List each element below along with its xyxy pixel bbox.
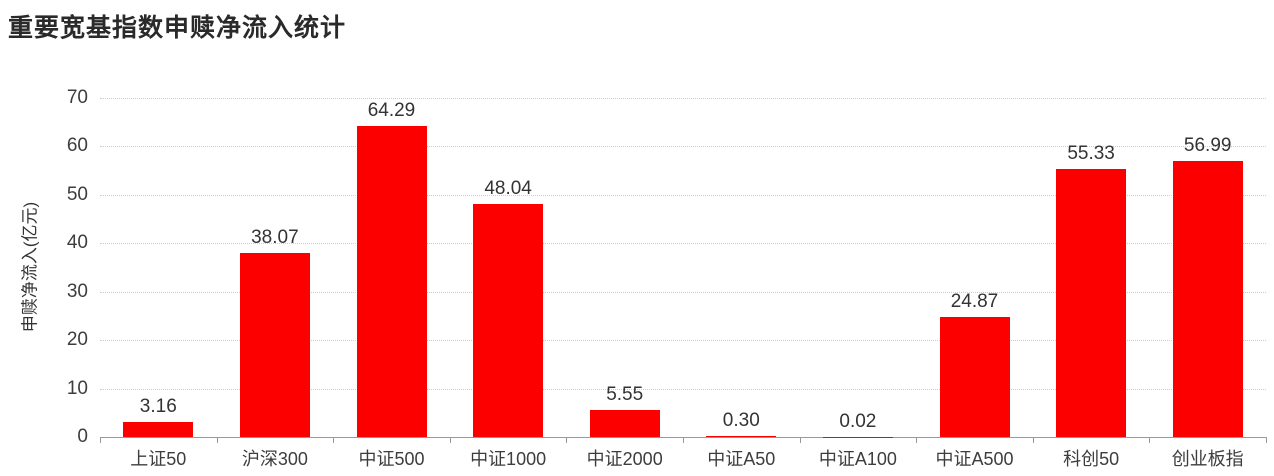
bar[interactable] (1172, 161, 1243, 437)
bar-value-label: 0.30 (722, 409, 760, 431)
x-category-label: 中证500 (358, 449, 425, 469)
x-category-label: 中证1000 (470, 449, 547, 469)
x-tick-mark (916, 437, 918, 443)
x-category-label: 上证50 (130, 449, 187, 469)
y-tick-label: 30 (66, 280, 88, 302)
y-tick-label: 40 (66, 232, 88, 254)
x-category-label: 创业板指 (1171, 449, 1244, 469)
bar-value-label: 0.02 (839, 410, 877, 432)
bar[interactable] (239, 252, 310, 437)
x-category-label: 中证A100 (818, 449, 897, 469)
bar-value-label: 5.55 (606, 384, 644, 406)
x-category-label: 中证A500 (935, 449, 1014, 469)
y-tick-label: 50 (66, 183, 88, 205)
bar[interactable] (473, 204, 544, 437)
x-tick-mark (333, 437, 335, 443)
plot-area: 0 10 20 30 40 50 60 70 3.16 上证50 38.07 沪深300 64.29 中证… (67, 88, 1267, 469)
chart-title: 重要宽基指数申赎净流入统计 (8, 14, 347, 42)
x-tick-mark (216, 437, 218, 443)
bar[interactable] (589, 410, 660, 437)
bar-value-label: 55.33 (1067, 143, 1115, 165)
x-category-label: 中证2000 (586, 449, 663, 469)
bar[interactable] (123, 421, 194, 437)
gridline (100, 340, 1266, 342)
y-tick-label: 70 (66, 87, 88, 108)
x-category-label: 中证A50 (707, 449, 776, 469)
bar[interactable] (939, 316, 1010, 437)
x-category-label: 科创50 (1063, 449, 1120, 469)
x-tick-mark (449, 437, 451, 443)
x-tick-mark (1032, 437, 1034, 443)
x-tick-mark (799, 437, 801, 443)
bar[interactable] (706, 435, 777, 437)
bar-value-label: 64.29 (367, 99, 416, 121)
gridline (100, 243, 1266, 245)
y-tick-label: 60 (66, 135, 88, 157)
bar[interactable] (1056, 169, 1127, 437)
gridline (100, 194, 1266, 196)
bar[interactable] (356, 125, 427, 437)
x-category-label: 沪深300 (241, 449, 308, 469)
x-tick-mark (683, 437, 684, 443)
gridline (100, 146, 1266, 148)
y-tick-label: 10 (66, 377, 88, 399)
gridline (100, 388, 1266, 390)
y-tick-label: 0 (77, 426, 88, 447)
x-tick-mark (100, 437, 101, 443)
x-tick-mark (1149, 437, 1151, 443)
gridline (100, 98, 1266, 99)
bar-value-label: 3.16 (139, 395, 177, 417)
y-axis-title: 申赎净流入(亿元) (20, 201, 40, 333)
bar-value-label: 48.04 (484, 178, 532, 200)
bar-value-label: 56.99 (1183, 135, 1232, 156)
x-tick-mark (566, 437, 568, 443)
gridline (100, 291, 1266, 293)
x-tick-mark (1266, 437, 1267, 443)
bar-value-label: 38.07 (251, 226, 299, 248)
bar-value-label: 24.87 (950, 290, 999, 312)
y-tick-label: 20 (66, 329, 88, 351)
